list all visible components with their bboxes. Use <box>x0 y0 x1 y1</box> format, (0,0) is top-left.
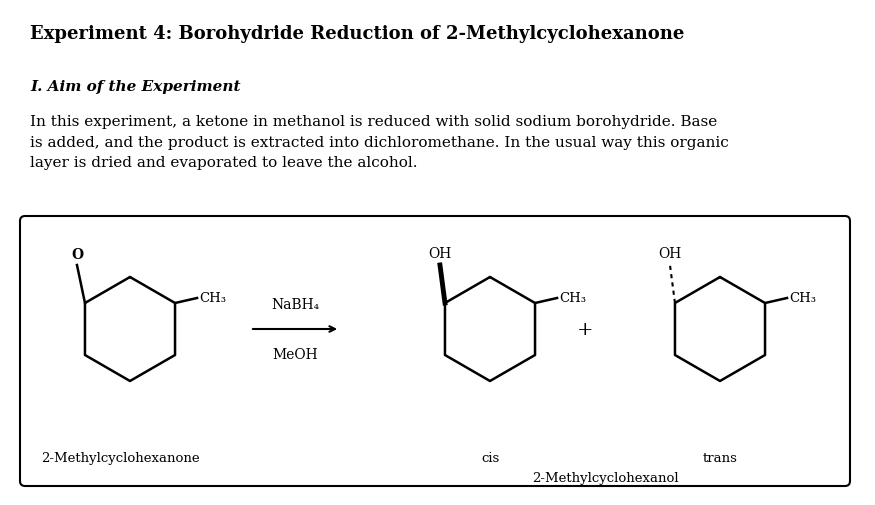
Text: CH₃: CH₃ <box>199 292 226 305</box>
Text: MeOH: MeOH <box>272 347 318 361</box>
Text: cis: cis <box>481 451 499 464</box>
Text: NaBH₄: NaBH₄ <box>271 297 319 312</box>
Text: OH: OH <box>429 246 452 261</box>
Text: CH₃: CH₃ <box>559 292 586 305</box>
Text: O: O <box>71 247 83 262</box>
Text: +: + <box>577 320 593 338</box>
Text: OH: OH <box>658 246 682 261</box>
Text: CH₃: CH₃ <box>789 292 816 305</box>
Text: I. Aim of the Experiment: I. Aim of the Experiment <box>30 80 241 94</box>
Text: Experiment 4: Borohydride Reduction of 2-Methylcyclohexanone: Experiment 4: Borohydride Reduction of 2… <box>30 25 684 43</box>
FancyBboxPatch shape <box>20 217 850 486</box>
Text: In this experiment, a ketone in methanol is reduced with solid sodium borohydrid: In this experiment, a ketone in methanol… <box>30 115 729 170</box>
Text: 2-Methylcyclohexanone: 2-Methylcyclohexanone <box>41 451 200 464</box>
Text: 2-Methylcyclohexanol: 2-Methylcyclohexanol <box>532 471 678 484</box>
Text: trans: trans <box>703 451 738 464</box>
